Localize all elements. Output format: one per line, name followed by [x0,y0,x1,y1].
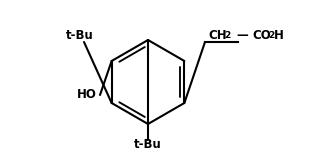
Text: CH: CH [208,29,227,42]
Text: 2: 2 [268,31,274,40]
Text: CO: CO [252,29,271,42]
Text: t-Bu: t-Bu [134,138,162,151]
Text: t-Bu: t-Bu [66,29,94,42]
Text: H: H [274,29,284,42]
Text: HO: HO [77,88,97,101]
Text: 2: 2 [224,31,230,40]
Text: —: — [236,29,248,42]
